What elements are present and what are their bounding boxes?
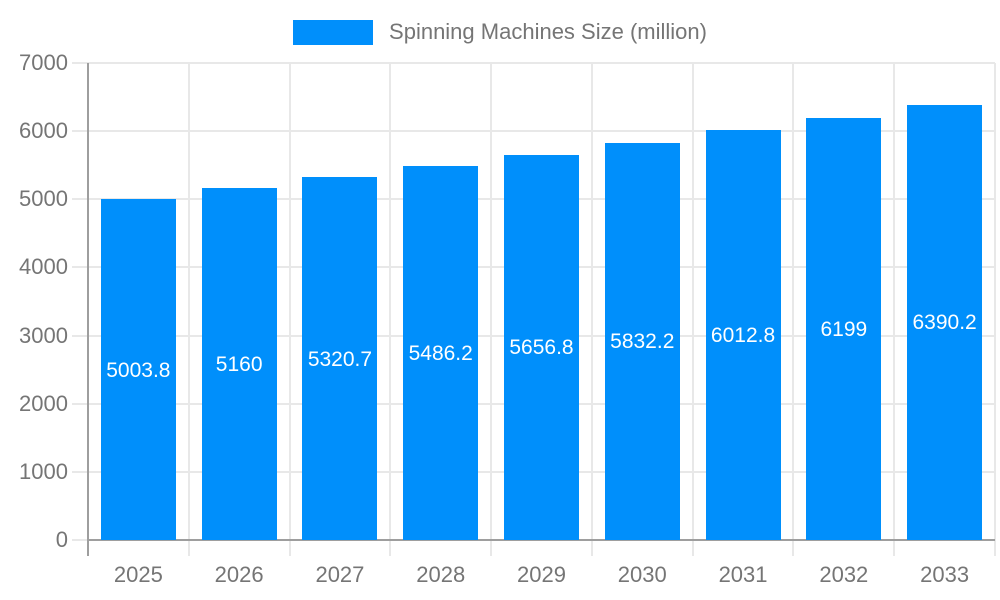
x-gridline <box>792 63 795 556</box>
x-axis-label: 2029 <box>517 562 566 587</box>
bar-value-label: 5656.8 <box>509 336 574 360</box>
x-gridline <box>691 63 694 556</box>
bar[interactable] <box>806 117 882 540</box>
legend-swatch[interactable] <box>293 19 374 45</box>
bar[interactable] <box>907 104 983 540</box>
y-axis-line <box>87 63 89 556</box>
x-gridline <box>994 63 996 556</box>
x-axis-label: 2031 <box>718 562 768 587</box>
bar-value-label: 5003.8 <box>106 358 171 382</box>
bar[interactable] <box>604 142 680 540</box>
x-axis-label: 2032 <box>819 562 869 587</box>
x-axis-label: 2026 <box>214 562 264 587</box>
x-gridline <box>893 63 896 556</box>
y-axis-label: 1000 <box>19 458 68 484</box>
x-axis-label: 2028 <box>416 562 466 587</box>
y-axis-label: 4000 <box>19 254 68 280</box>
x-gridline <box>590 63 593 556</box>
bar-value-label: 6012.8 <box>710 324 776 348</box>
y-axis-label: 0 <box>55 527 68 552</box>
y-axis-label: 2000 <box>19 390 68 416</box>
bar[interactable] <box>403 166 479 540</box>
x-gridline <box>288 63 291 556</box>
bar[interactable] <box>705 130 781 540</box>
bar-value-label: 5832.2 <box>610 330 675 354</box>
y-axis-tick <box>72 539 88 541</box>
bar-value-label: 5160 <box>215 353 263 377</box>
bar-value-label: 5320.7 <box>307 347 373 371</box>
x-gridline <box>490 63 493 556</box>
bar-value-label: 5486.2 <box>408 342 473 366</box>
bar-value-label: 6199 <box>820 317 868 341</box>
bar[interactable] <box>100 199 176 540</box>
bar[interactable] <box>302 177 378 540</box>
x-axis-label: 2027 <box>315 562 365 587</box>
y-gridline <box>72 62 995 64</box>
x-axis-label: 2030 <box>617 562 667 587</box>
x-axis-line <box>88 539 995 541</box>
bar[interactable] <box>504 154 579 540</box>
y-gridline <box>72 130 995 133</box>
bar[interactable] <box>201 188 277 540</box>
y-axis-label: 5000 <box>19 186 68 212</box>
x-axis-label: 2025 <box>113 562 163 587</box>
legend: Spinning Machines Size (million) <box>0 18 1000 46</box>
y-axis-label: 6000 <box>19 118 68 144</box>
x-axis-label: 2033 <box>920 562 970 587</box>
y-axis-label: 7000 <box>19 50 68 75</box>
legend-label[interactable]: Spinning Machines Size (million) <box>389 19 707 44</box>
x-gridline <box>187 63 190 556</box>
x-gridline <box>389 63 392 556</box>
y-axis-label: 3000 <box>19 322 68 348</box>
bar-value-label: 6390.2 <box>912 311 977 335</box>
